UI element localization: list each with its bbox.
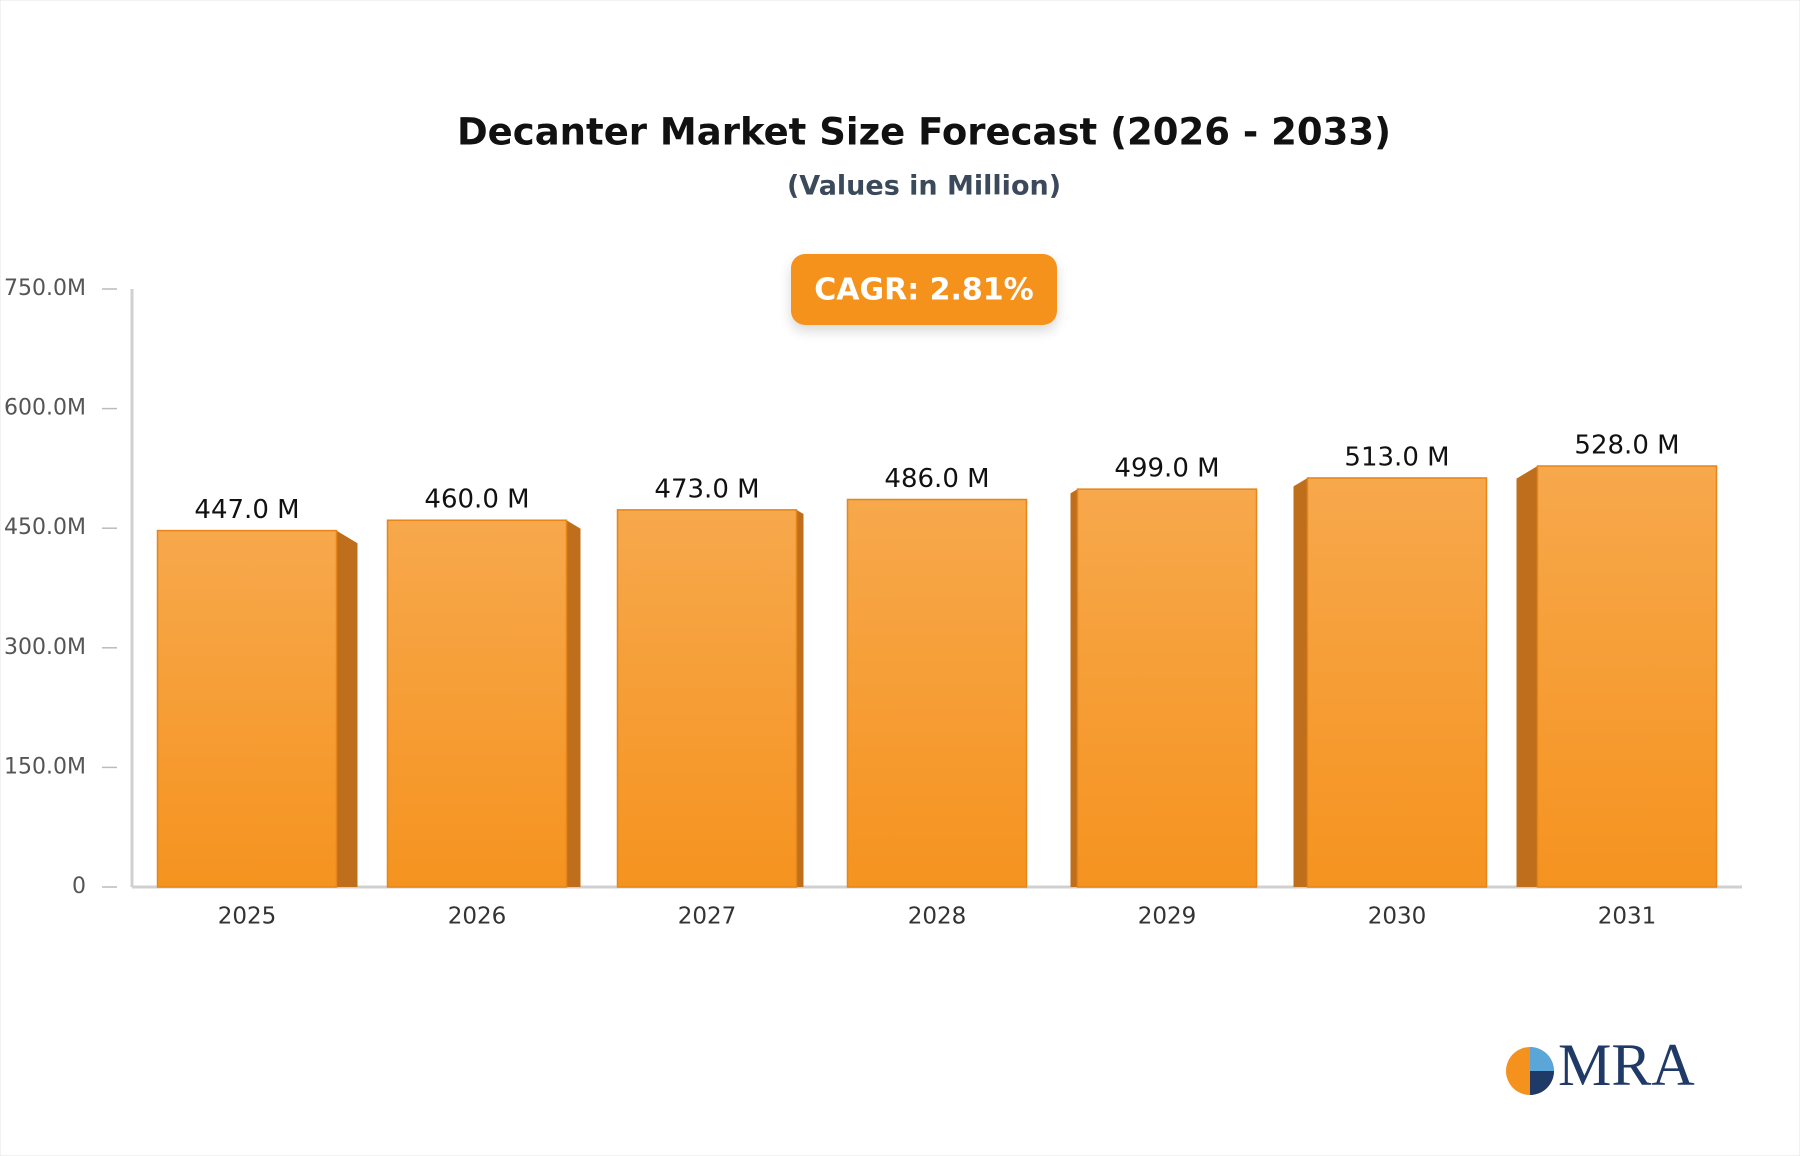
x-tick-label: 2026 <box>448 904 507 930</box>
y-tick-label: 0 <box>72 874 86 899</box>
logo-slice <box>1530 1047 1554 1071</box>
chart-subtitle: (Values in Million) <box>787 171 1061 202</box>
bar-side <box>796 509 804 887</box>
x-tick-label: 2028 <box>908 904 967 930</box>
cagr-text: CAGR: 2.81% <box>814 273 1033 308</box>
value-label: 513.0 M <box>1344 442 1449 472</box>
y-tick-label: 150.0M <box>4 754 86 779</box>
bar <box>1306 477 1488 888</box>
value-label: 447.0 M <box>194 495 299 525</box>
value-label: 499.0 M <box>1114 454 1219 484</box>
bar <box>1536 465 1718 888</box>
bar <box>386 519 568 888</box>
x-tick-label: 2025 <box>218 904 277 930</box>
value-label: 473.0 M <box>654 474 759 504</box>
bar <box>156 529 338 888</box>
bar <box>616 509 798 888</box>
value-label: 460.0 M <box>424 485 529 515</box>
y-tick-label: 750.0M <box>4 276 86 301</box>
bar-side <box>566 520 581 887</box>
chart-title: Decanter Market Size Forecast (2026 - 20… <box>457 111 1391 154</box>
bar-side <box>1293 477 1308 887</box>
x-tick-label: 2031 <box>1598 904 1657 930</box>
x-tick-label: 2030 <box>1368 904 1427 930</box>
bar <box>1076 488 1258 888</box>
logo-slice <box>1530 1071 1554 1095</box>
value-label: 486.0 M <box>884 464 989 494</box>
y-tick-label: 300.0M <box>4 635 86 660</box>
logo: MRA <box>1506 1032 1695 1098</box>
y-tick-label: 450.0M <box>4 515 86 540</box>
x-tick-label: 2027 <box>678 904 737 930</box>
bar-side <box>1516 466 1538 887</box>
value-label: 528.0 M <box>1574 431 1679 461</box>
cagr-badge <box>791 254 1057 325</box>
bar-side <box>1070 489 1078 887</box>
bar <box>846 498 1028 888</box>
logo-text: MRA <box>1558 1032 1695 1098</box>
x-tick-label: 2029 <box>1138 904 1197 930</box>
bar-side <box>336 530 358 887</box>
y-tick-label: 600.0M <box>4 396 86 421</box>
